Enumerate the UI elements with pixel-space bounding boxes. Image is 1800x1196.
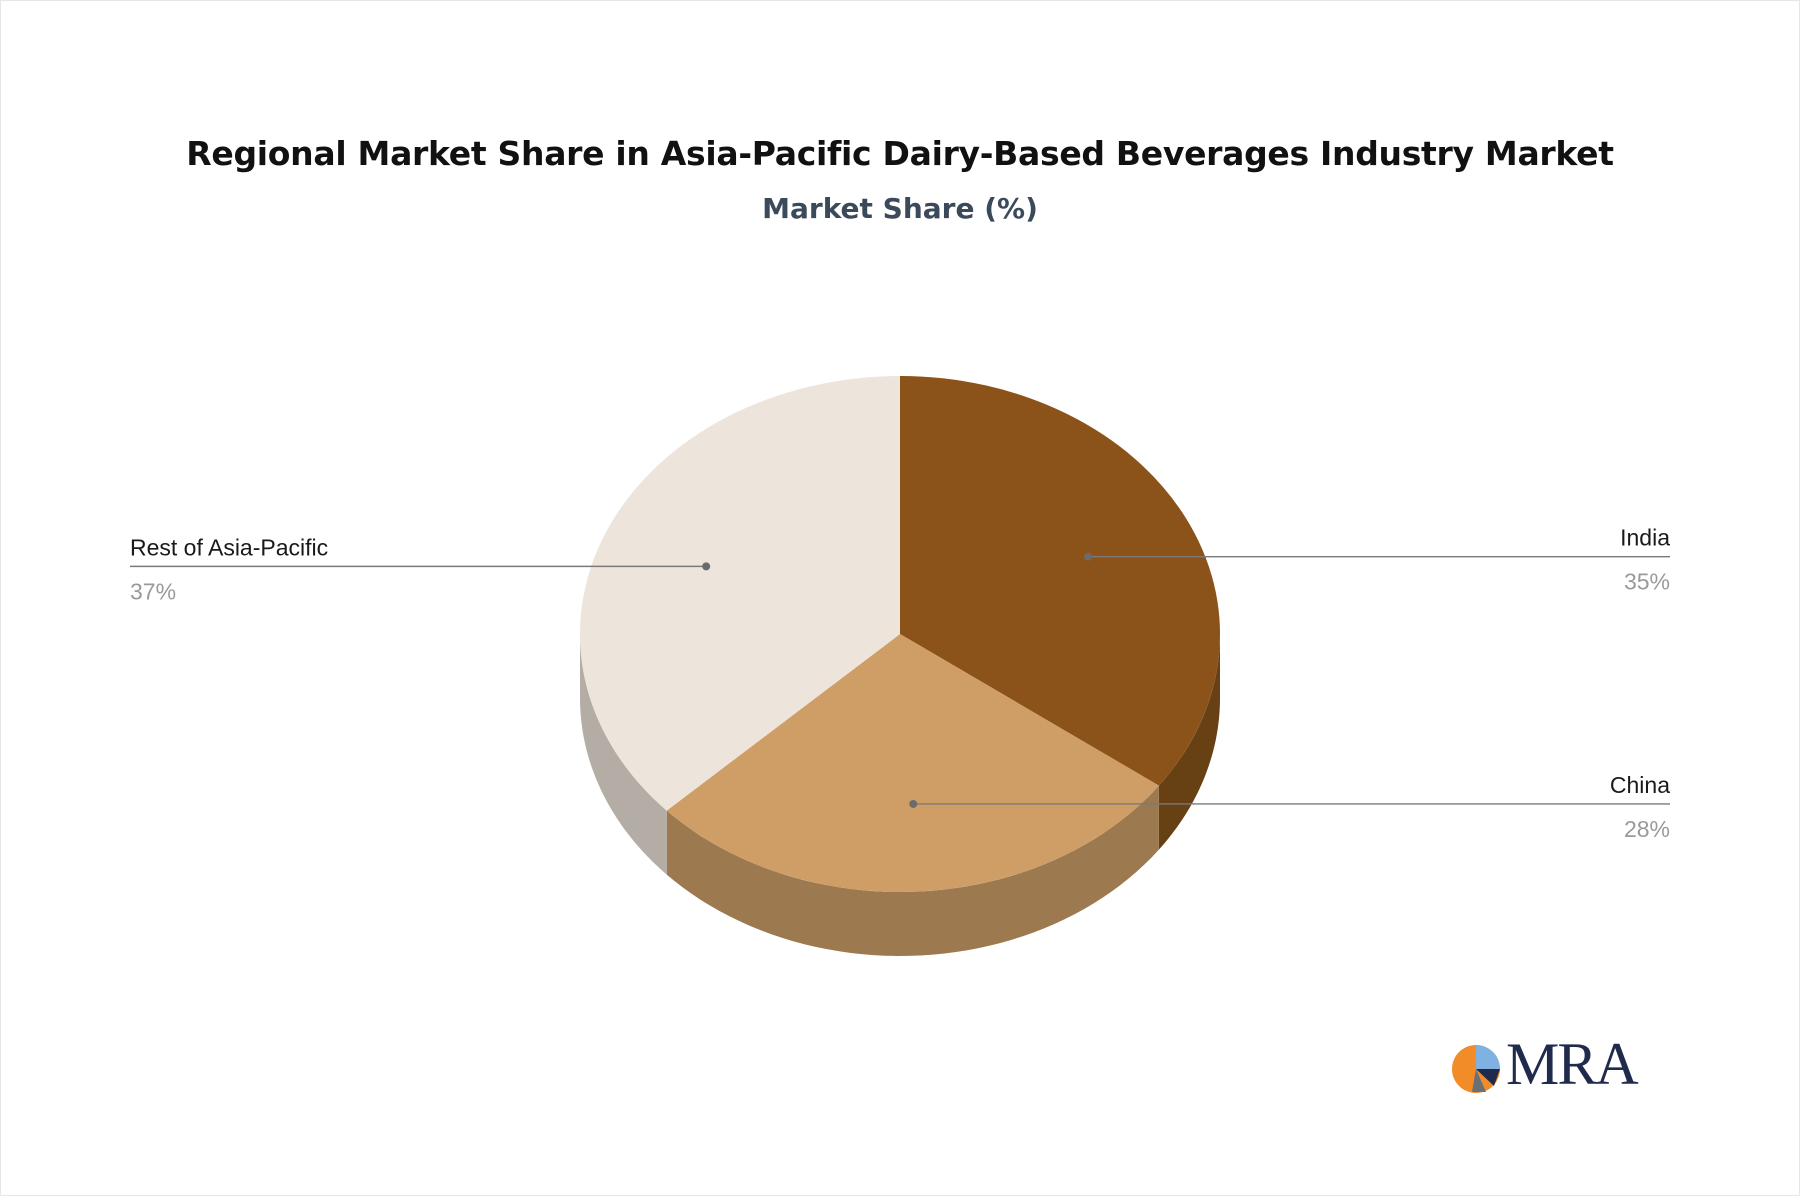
pie-slice-china [666,634,1159,893]
slice-value-rest-of-asia-pacific: 37% [130,578,176,604]
pie-slice-rest-of-asia-pacific [580,376,900,811]
pie-side-china [666,785,1159,956]
slice-value-china: 28% [1624,816,1670,842]
leader-dot-rest-of-asia-pacific [702,562,711,571]
slice-label-rest-of-asia-pacific: Rest of Asia-Pacific [130,534,328,560]
leader-dot-china [909,799,918,808]
slice-value-india: 35% [1624,569,1670,595]
pie-slice-india [900,376,1221,786]
pie-side-rest-of-asia-pacific [580,634,667,875]
leader-dot-india [1084,552,1093,561]
pie-side-walls [580,634,1220,956]
pie-top [580,376,1221,893]
pie-side-india [1158,634,1220,850]
slice-label-india: India [1620,525,1670,551]
mra-logo-icon [1452,1045,1500,1093]
chart-title: Regional Market Share in Asia-Pacific Da… [186,134,1614,173]
mra-logo-text: MRA [1506,1031,1639,1097]
chart-subtitle: Market Share (%) [762,192,1038,225]
slice-label-china: China [1610,772,1670,798]
pie-labels: India 35% China 28% Rest of Asia-Pacific 37% [130,525,1670,842]
mra-logo: MRA [1450,1031,1640,1097]
